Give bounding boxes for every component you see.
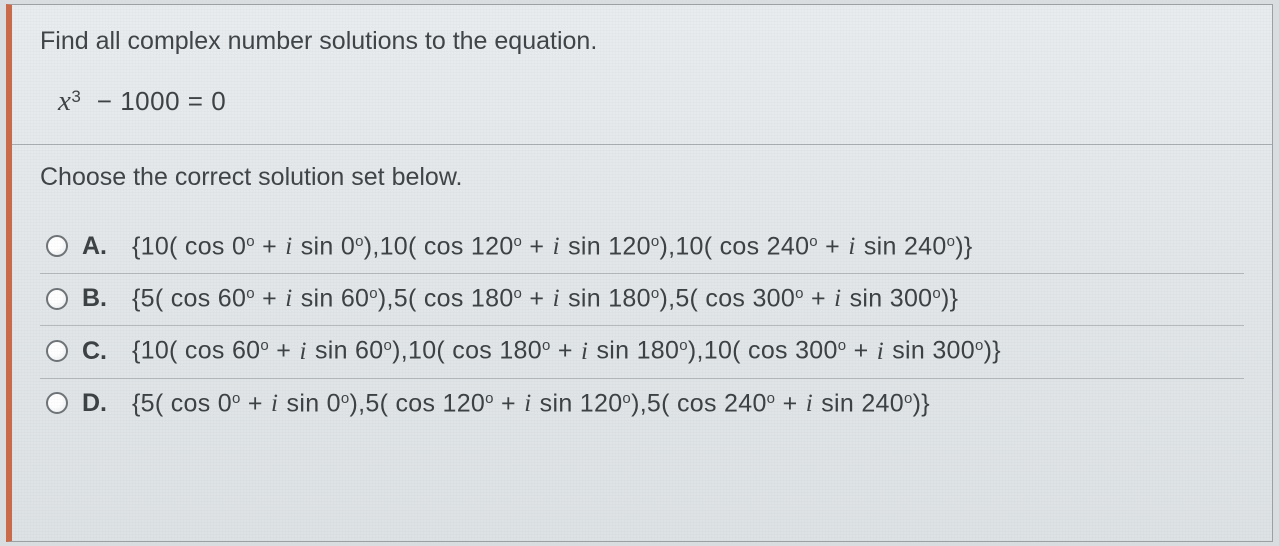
equation-rhs: 0: [211, 86, 226, 116]
radio-b[interactable]: [46, 288, 68, 310]
choice-a[interactable]: A. {10( cos 0o + i sin 0o),10( cos 120o …: [40, 222, 1244, 274]
equation-variable: x: [58, 85, 71, 117]
equation-constant: 1000: [120, 86, 180, 116]
choice-c-label: C.: [82, 337, 114, 366]
choice-d[interactable]: D. {5( cos 0o + i sin 0o),5( cos 120o + …: [40, 379, 1244, 430]
equation: x3 − 1000 = 0: [40, 85, 1244, 118]
choice-b-text: {5( cos 60o + i sin 60o),5( cos 180o + i…: [132, 284, 958, 313]
choice-d-text: {5( cos 0o + i sin 0o),5( cos 120o + i s…: [132, 389, 930, 418]
choice-a-label: A.: [82, 232, 114, 261]
choice-b[interactable]: B. {5( cos 60o + i sin 60o),5( cos 180o …: [40, 274, 1244, 326]
radio-c[interactable]: [46, 340, 68, 362]
radio-d[interactable]: [46, 392, 68, 414]
choice-list: A. {10( cos 0o + i sin 0o),10( cos 120o …: [40, 222, 1244, 430]
choice-a-text: {10( cos 0o + i sin 0o),10( cos 120o + i…: [132, 232, 973, 261]
equation-exponent: 3: [71, 87, 81, 106]
choice-c[interactable]: C. {10( cos 60o + i sin 60o),10( cos 180…: [40, 326, 1244, 378]
radio-a[interactable]: [46, 235, 68, 257]
question-text: Find all complex number solutions to the…: [40, 25, 1244, 59]
question-panel: Find all complex number solutions to the…: [6, 4, 1273, 542]
section-divider: [12, 144, 1272, 145]
choice-d-label: D.: [82, 389, 114, 418]
choice-b-label: B.: [82, 284, 114, 313]
answer-prompt: Choose the correct solution set below.: [40, 163, 1244, 192]
choice-c-text: {10( cos 60o + i sin 60o),10( cos 180o +…: [132, 336, 1001, 365]
